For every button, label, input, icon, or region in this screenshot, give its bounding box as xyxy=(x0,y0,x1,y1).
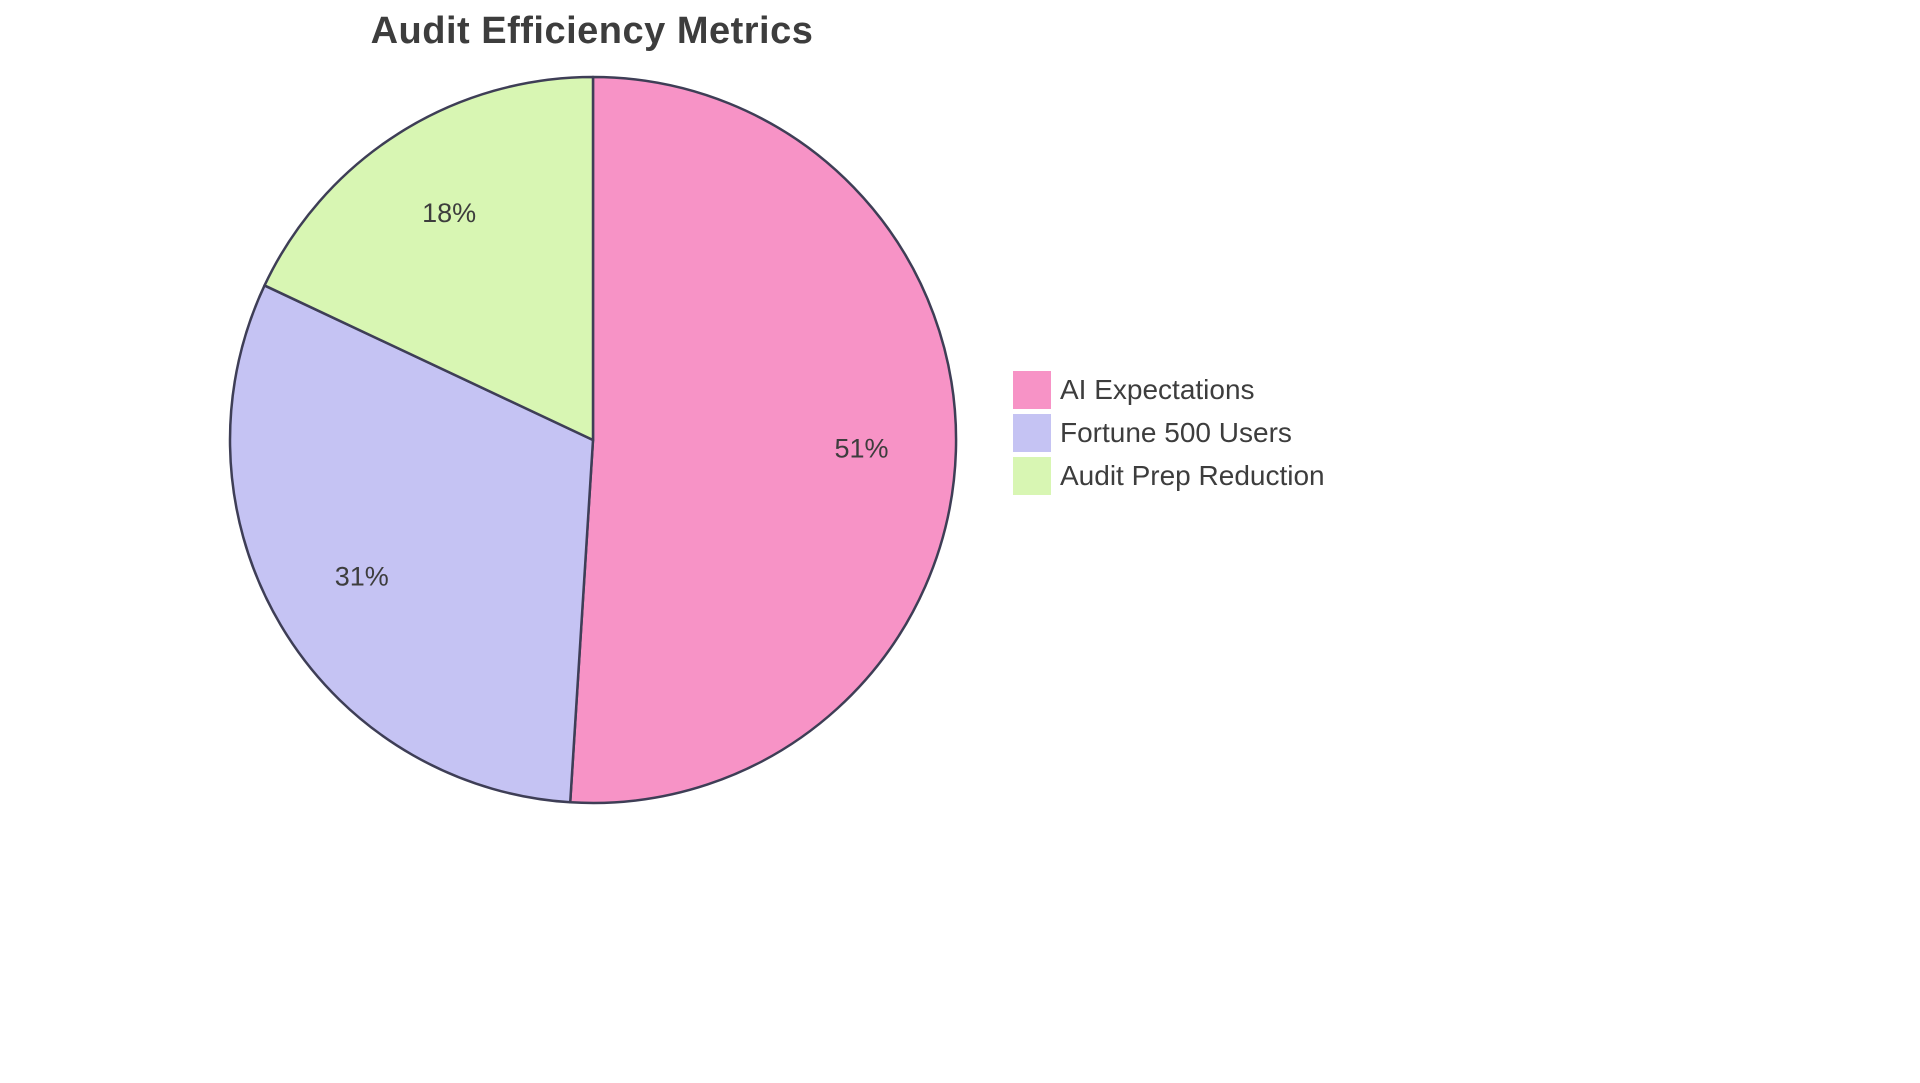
pie-slice-2 xyxy=(263,75,595,442)
pie-slice-percent-label-2: 18% xyxy=(422,198,476,228)
legend: AI Expectations Fortune 500 Users Audit Pr… xyxy=(1013,371,1325,500)
pie-slice-0 xyxy=(568,75,958,805)
pie-slice-percent-label-0: 51% xyxy=(834,433,888,463)
pie-slice-1 xyxy=(228,284,595,804)
legend-swatch-0 xyxy=(1013,371,1051,409)
legend-item-1: Fortune 500 Users xyxy=(1013,414,1325,452)
legend-label-0: AI Expectations xyxy=(1060,374,1255,405)
legend-label-1: Fortune 500 Users xyxy=(1060,417,1292,448)
pie-slice-percent-label-1: 31% xyxy=(335,562,389,592)
legend-item-2: Audit Prep Reduction xyxy=(1013,457,1325,495)
chart-title: Audit Efficiency Metrics xyxy=(370,10,814,52)
legend-swatch-2 xyxy=(1013,457,1051,495)
legend-item-0: AI Expectations xyxy=(1013,371,1325,409)
legend-label-2: Audit Prep Reduction xyxy=(1060,460,1325,491)
legend-swatch-1 xyxy=(1013,414,1051,452)
